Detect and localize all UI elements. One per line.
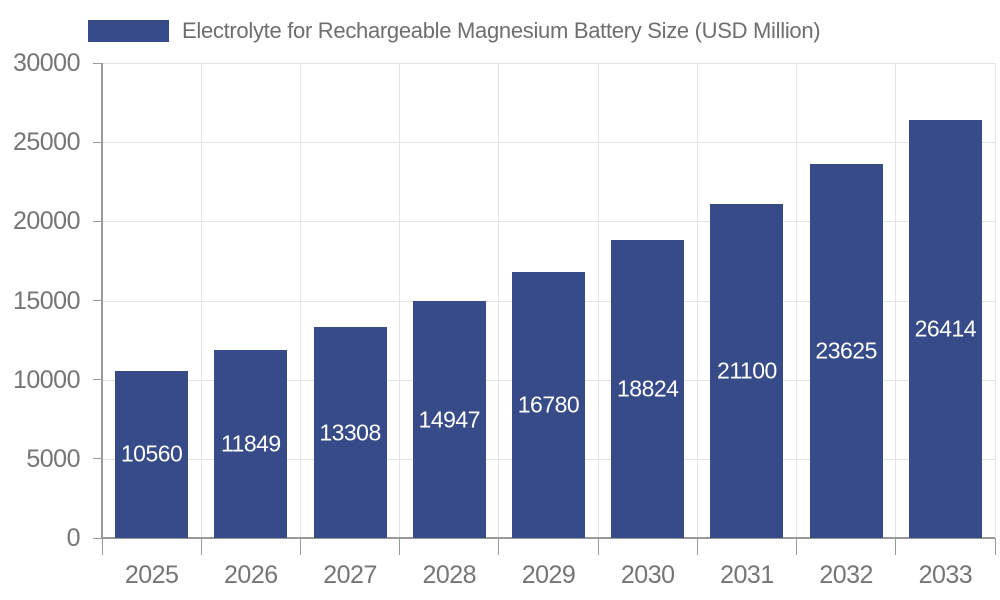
gridline-vertical [696, 63, 698, 538]
y-axis-label: 5000 [26, 444, 80, 473]
gridline-horizontal [102, 221, 995, 223]
y-axis-tick [93, 537, 102, 539]
x-axis-tick [597, 538, 599, 555]
y-axis-label: 0 [66, 524, 81, 552]
y-axis-tick [93, 62, 102, 64]
bar-value-label: 18824 [616, 375, 679, 402]
bar-value-label: 11849 [220, 430, 281, 457]
x-axis-label: 2025 [124, 561, 179, 589]
x-axis-label: 2033 [918, 561, 973, 589]
gridline-vertical [796, 63, 798, 538]
x-axis-line [102, 537, 995, 539]
x-axis-label: 2032 [819, 561, 873, 589]
x-axis-tick [796, 538, 798, 555]
bar: 23625 [809, 163, 883, 538]
gridline-vertical [895, 63, 897, 538]
gridline-vertical [299, 63, 301, 538]
bar-value-label: 26414 [914, 315, 977, 342]
legend-item[interactable]: Electrolyte for Rechargeable Magnesium B… [88, 18, 821, 44]
y-axis-label: 30000 [12, 49, 81, 77]
bar-value-label: 10560 [120, 440, 183, 467]
y-axis-tick [93, 220, 102, 222]
gridline-vertical [498, 63, 500, 538]
x-axis-label: 2028 [422, 561, 477, 589]
y-axis-tick [93, 458, 102, 460]
gridline-horizontal [102, 63, 995, 64]
bar: 16780 [512, 272, 585, 538]
y-axis-line [101, 63, 103, 538]
y-axis-label: 10000 [12, 365, 81, 394]
y-axis-label: 20000 [12, 207, 81, 236]
bar-value-label: 16780 [517, 391, 580, 418]
x-axis-label: 2026 [224, 561, 278, 589]
x-axis-label: 2027 [323, 561, 377, 589]
x-axis-tick [696, 538, 698, 555]
bar: 14947 [412, 301, 486, 538]
x-axis-tick [498, 538, 500, 555]
gridline-vertical [597, 63, 599, 538]
bar: 21100 [710, 203, 784, 538]
bar-value-label: 21100 [717, 357, 777, 384]
x-axis-label: 2031 [720, 561, 774, 589]
legend-label: Electrolyte for Rechargeable Magnesium B… [182, 18, 821, 43]
y-axis-tick [93, 300, 102, 301]
x-axis-label: 2029 [521, 561, 576, 589]
y-axis-tick [93, 141, 102, 143]
x-axis-label: 2030 [620, 561, 675, 589]
x-axis-tick [895, 538, 897, 555]
plot-area: 0 5000 10000 15000 20000 25000 30000 2025 2026 20… [13, 49, 996, 588]
x-axis-tick [200, 538, 202, 555]
bar: 26414 [908, 119, 982, 538]
bar: 18824 [611, 239, 685, 538]
gridline-vertical [200, 63, 202, 538]
y-axis-label: 25000 [12, 128, 81, 157]
x-axis-tick [101, 538, 103, 555]
bar-value-label: 23625 [815, 337, 877, 364]
gridline-vertical [994, 63, 996, 538]
y-axis-tick [93, 379, 102, 381]
legend-swatch-icon [88, 20, 169, 42]
bar: 10560 [115, 370, 189, 538]
bar-value-label: 14947 [418, 406, 481, 433]
gridline-vertical [399, 63, 401, 538]
x-axis-tick [299, 538, 301, 555]
bar: 13308 [313, 327, 387, 538]
bar-value-label: 13308 [319, 419, 381, 446]
x-axis-tick [994, 538, 996, 555]
bar: 11849 [214, 350, 288, 538]
y-axis-label: 15000 [12, 286, 81, 315]
gridline-horizontal [102, 142, 995, 144]
x-axis-tick [399, 538, 401, 555]
